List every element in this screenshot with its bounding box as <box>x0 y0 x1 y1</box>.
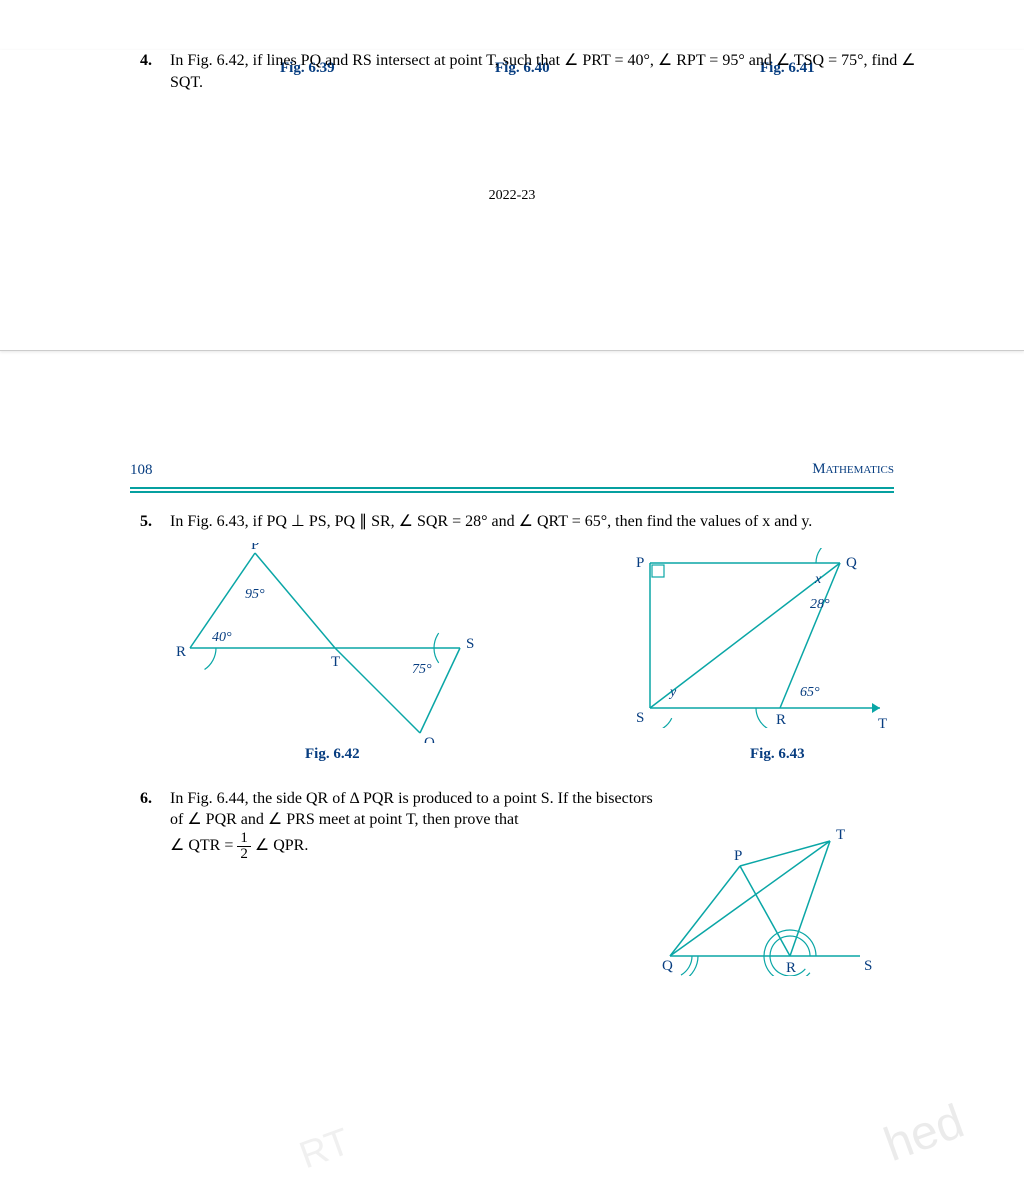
problem-4: 4. In Fig. 6.42, if lines PQ and RS inte… <box>170 50 944 93</box>
watermark-icon: hed <box>877 1094 971 1173</box>
svg-text:95°: 95° <box>245 587 265 602</box>
svg-text:R: R <box>176 644 186 660</box>
problem-6-line1: In Fig. 6.44, the side QR of Δ PQR is pr… <box>170 790 653 829</box>
problem-5-text: In Fig. 6.43, if PQ ⊥ PS, PQ ∥ SR, ∠ SQR… <box>170 513 812 530</box>
svg-text:S: S <box>636 710 644 726</box>
figure-6-44: Q R S P T <box>660 826 880 976</box>
svg-text:T: T <box>836 827 845 843</box>
svg-text:65°: 65° <box>800 685 820 700</box>
svg-text:P: P <box>251 543 259 553</box>
svg-text:S: S <box>466 636 474 652</box>
problem-6: 6. In Fig. 6.44, the side QR of Δ PQR is… <box>170 788 664 862</box>
problem-5: 5. In Fig. 6.43, if PQ ⊥ PS, PQ ∥ SR, ∠ … <box>170 511 944 533</box>
svg-text:Q: Q <box>846 555 857 571</box>
year-footer: 2022-23 <box>0 188 1024 204</box>
header-rule-2 <box>130 491 894 493</box>
header-rule-1 <box>130 487 894 489</box>
svg-text:T: T <box>878 716 887 728</box>
watermark-icon-2: RT <box>294 1121 356 1178</box>
svg-text:R: R <box>776 712 786 728</box>
svg-text:S: S <box>864 958 872 974</box>
problem-4-text: In Fig. 6.42, if lines PQ and RS interse… <box>170 52 916 91</box>
eq-rhs: ∠ QPR. <box>255 837 308 854</box>
svg-text:40°: 40° <box>212 630 232 645</box>
problem-6-number: 6. <box>140 788 152 810</box>
eq-frac-den: 2 <box>237 847 251 862</box>
svg-text:75°: 75° <box>412 662 432 677</box>
figure-6-42: 95° 40° 75° P R T S Q <box>170 543 490 743</box>
svg-text:Q: Q <box>424 735 435 743</box>
page-header: 108 Mathematics <box>130 461 894 479</box>
page-2: 108 Mathematics 5. In Fig. 6.43, if PQ ⊥… <box>0 351 1024 1141</box>
fig-643-caption: Fig. 6.43 <box>750 746 805 763</box>
figure-6-43: x 28° y 65° P Q S R T <box>630 548 900 728</box>
eq-frac-num: 1 <box>237 831 251 847</box>
svg-text:T: T <box>331 654 340 670</box>
fig-642-caption: Fig. 6.42 <box>305 746 360 763</box>
svg-text:R: R <box>786 960 796 976</box>
page-1: Fig. 6.39 Fig. 6.40 Fig. 6.41 4. In Fig.… <box>0 50 1024 351</box>
svg-text:Q: Q <box>662 958 673 974</box>
subject-title: Mathematics <box>812 461 894 478</box>
problem-6-eq: ∠ QTR = 1 2 ∠ QPR. <box>170 837 308 854</box>
problem-4-number: 4. <box>140 50 152 72</box>
eq-lhs: ∠ QTR = <box>170 837 233 854</box>
svg-text:x: x <box>814 572 822 587</box>
svg-text:28°: 28° <box>810 597 830 612</box>
svg-text:P: P <box>734 848 742 864</box>
svg-text:y: y <box>668 685 677 700</box>
svg-text:P: P <box>636 555 644 571</box>
problem-5-number: 5. <box>140 511 152 533</box>
figure-row: 95° 40° 75° P R T S Q x 28° y 65° P Q S R T Fig. 6.42 F… <box>0 543 1024 773</box>
eq-fraction: 1 2 <box>237 831 251 862</box>
page-number: 108 <box>130 462 153 478</box>
